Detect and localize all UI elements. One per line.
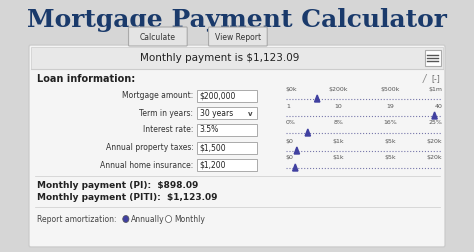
FancyBboxPatch shape <box>209 27 267 46</box>
Polygon shape <box>294 147 300 154</box>
Text: $1,200: $1,200 <box>200 161 226 170</box>
Text: 0%: 0% <box>286 120 296 125</box>
FancyBboxPatch shape <box>425 50 441 66</box>
FancyBboxPatch shape <box>197 124 256 136</box>
Text: $20k: $20k <box>427 139 442 143</box>
Text: Annual property taxes:: Annual property taxes: <box>106 143 193 152</box>
Polygon shape <box>305 129 310 136</box>
FancyBboxPatch shape <box>197 107 256 119</box>
Text: $0k: $0k <box>286 86 298 91</box>
Polygon shape <box>315 95 320 102</box>
Text: [-]: [-] <box>432 75 440 83</box>
Text: $0: $0 <box>286 155 294 161</box>
Text: Annually: Annually <box>131 214 165 224</box>
Text: $20k: $20k <box>427 155 442 161</box>
FancyBboxPatch shape <box>31 47 443 69</box>
FancyBboxPatch shape <box>29 45 445 247</box>
Text: Monthly payment (PITI):  $1,123.09: Monthly payment (PITI): $1,123.09 <box>37 194 218 203</box>
Text: Loan information:: Loan information: <box>37 74 135 84</box>
Polygon shape <box>292 164 298 171</box>
Text: $1m: $1m <box>428 86 442 91</box>
Text: $200k: $200k <box>328 86 348 91</box>
Text: Mortgage amount:: Mortgage amount: <box>122 91 193 101</box>
Text: Monthly payment is $1,123.09: Monthly payment is $1,123.09 <box>140 53 300 63</box>
Text: 3.5%: 3.5% <box>200 125 219 135</box>
FancyBboxPatch shape <box>128 27 187 46</box>
FancyBboxPatch shape <box>197 142 256 154</box>
Text: v: v <box>248 111 252 117</box>
Text: 30 years: 30 years <box>200 109 233 117</box>
Circle shape <box>165 215 172 223</box>
Text: 40: 40 <box>435 104 442 109</box>
Text: $1k: $1k <box>332 155 344 161</box>
Text: Interest rate:: Interest rate: <box>143 125 193 135</box>
Text: Calculate: Calculate <box>140 33 176 42</box>
Text: Monthly payment (PI):  $898.09: Monthly payment (PI): $898.09 <box>37 180 198 190</box>
Text: Monthly: Monthly <box>174 214 205 224</box>
Text: 19: 19 <box>386 104 394 109</box>
Text: $5k: $5k <box>384 155 396 161</box>
Polygon shape <box>432 112 437 119</box>
Text: /: / <box>423 74 426 84</box>
Text: Term in years:: Term in years: <box>139 109 193 117</box>
Text: $200,000: $200,000 <box>200 91 236 101</box>
Text: 16%: 16% <box>383 120 397 125</box>
Text: 25%: 25% <box>428 120 442 125</box>
Text: 10: 10 <box>334 104 342 109</box>
Text: $0: $0 <box>286 139 294 143</box>
Text: $1k: $1k <box>332 139 344 143</box>
Text: $500k: $500k <box>381 86 400 91</box>
Text: $5k: $5k <box>384 139 396 143</box>
FancyBboxPatch shape <box>197 90 256 102</box>
FancyBboxPatch shape <box>197 159 256 171</box>
Text: 8%: 8% <box>333 120 343 125</box>
Text: 1: 1 <box>286 104 290 109</box>
Text: Mortgage Payment Calculator: Mortgage Payment Calculator <box>27 8 447 32</box>
Text: Report amortization:: Report amortization: <box>37 214 117 224</box>
Text: View Report: View Report <box>215 33 261 42</box>
Text: Annual home insurance:: Annual home insurance: <box>100 161 193 170</box>
Text: $1,500: $1,500 <box>200 143 226 152</box>
Circle shape <box>123 215 129 223</box>
